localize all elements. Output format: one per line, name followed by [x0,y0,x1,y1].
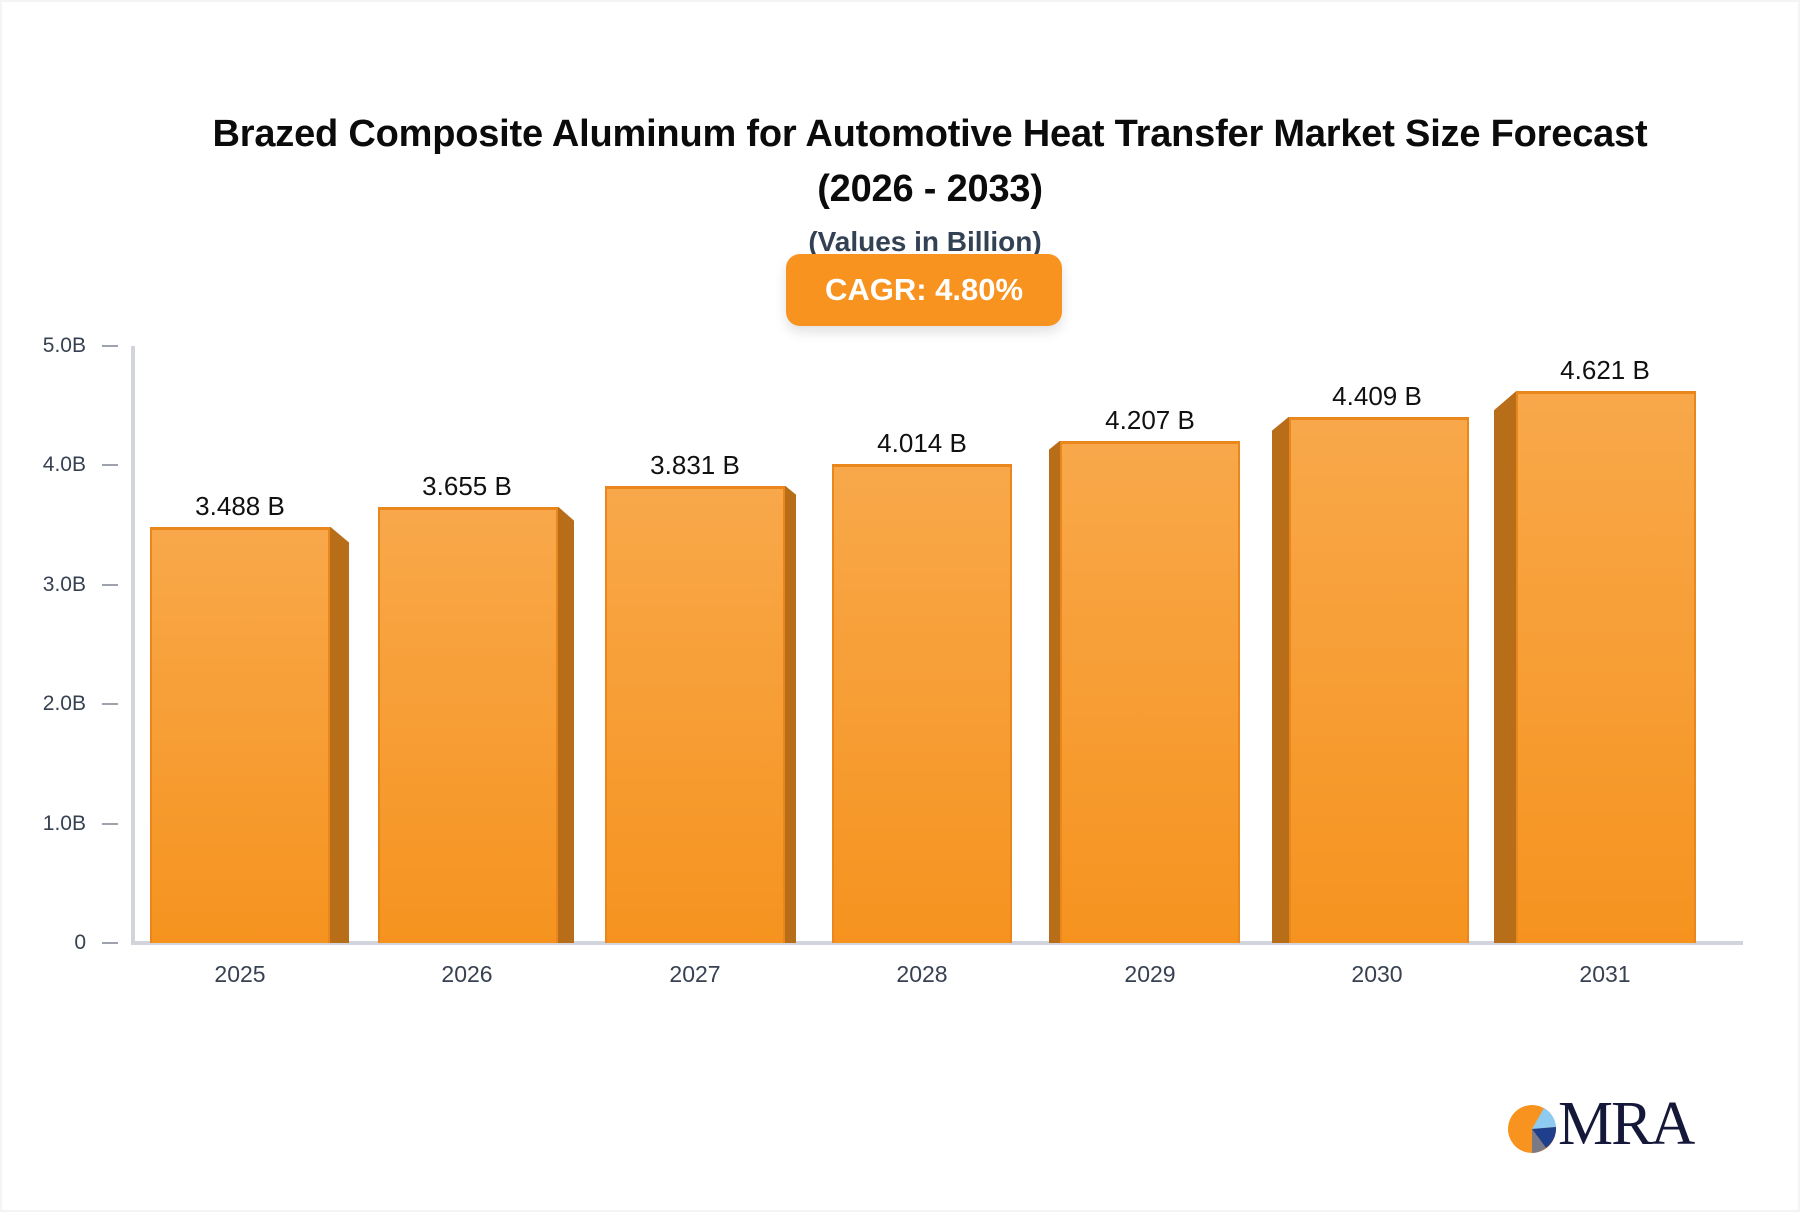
chart-title-line1: Brazed Composite Aluminum for Automotive… [212,113,1648,155]
y-tick-label: 2.0B [42,692,86,716]
x-tick-label: 2030 [1351,961,1403,987]
chart-title-line2: (2026 - 2033) [817,168,1043,210]
bar-side-face [785,485,796,943]
x-tick-label: 2027 [669,961,721,987]
y-tick-mark [102,822,118,825]
x-axis-line [131,941,1743,945]
cagr-badge: CAGR: 4.80% [786,254,1062,326]
bar-2029[interactable] [1060,440,1240,943]
bar-side-face [558,506,574,943]
mra-logo: MRA [1506,1093,1706,1158]
y-tick-label: 4.0B [42,453,86,477]
x-tick-label: 2029 [1124,961,1176,987]
pie-chart-logo-icon [1508,1105,1557,1153]
y-tick-mark [102,464,118,467]
chart-subtitle: (Values in Billion) [808,226,1042,257]
bar-side-face [1272,416,1289,943]
x-tick-label: 2028 [896,961,948,987]
y-tick-label: 0 [74,931,86,954]
y-tick-label: 5.0B [42,334,86,357]
bar-side-face [1494,391,1516,943]
bar-value-label: 4.409 B [1332,380,1422,411]
bar-value-label: 3.655 B [422,470,512,501]
cagr-badge-label: CAGR: 4.80% [824,272,1024,307]
bar-side-face [330,526,349,943]
x-tick-label: 2031 [1579,961,1631,987]
bar-2026[interactable] [378,506,558,943]
bar-value-label: 4.207 B [1105,404,1195,435]
y-tick-label: 1.0B [42,811,86,835]
bar-value-label: 4.014 B [877,427,967,458]
x-tick-label: 2026 [441,961,493,987]
bar-2027[interactable] [605,485,785,943]
y-tick-mark [102,345,118,347]
y-tick-mark [102,583,118,586]
bar-value-label: 3.488 B [195,490,285,521]
bar-2031[interactable] [1516,391,1696,943]
bar-2030[interactable] [1289,416,1469,943]
bar-value-label: 4.621 B [1560,355,1650,386]
y-tick-label: 3.0B [42,572,86,596]
bar-side-face [1049,440,1060,943]
bar-2025[interactable] [150,526,330,943]
y-axis-line [131,346,135,944]
y-tick-mark [102,703,118,706]
x-tick-label: 2025 [214,961,266,987]
bar-value-label: 3.831 B [650,449,740,480]
logo-text: MRA [1558,1090,1695,1158]
bar-2028[interactable] [832,463,1012,943]
y-tick-mark [102,942,118,944]
